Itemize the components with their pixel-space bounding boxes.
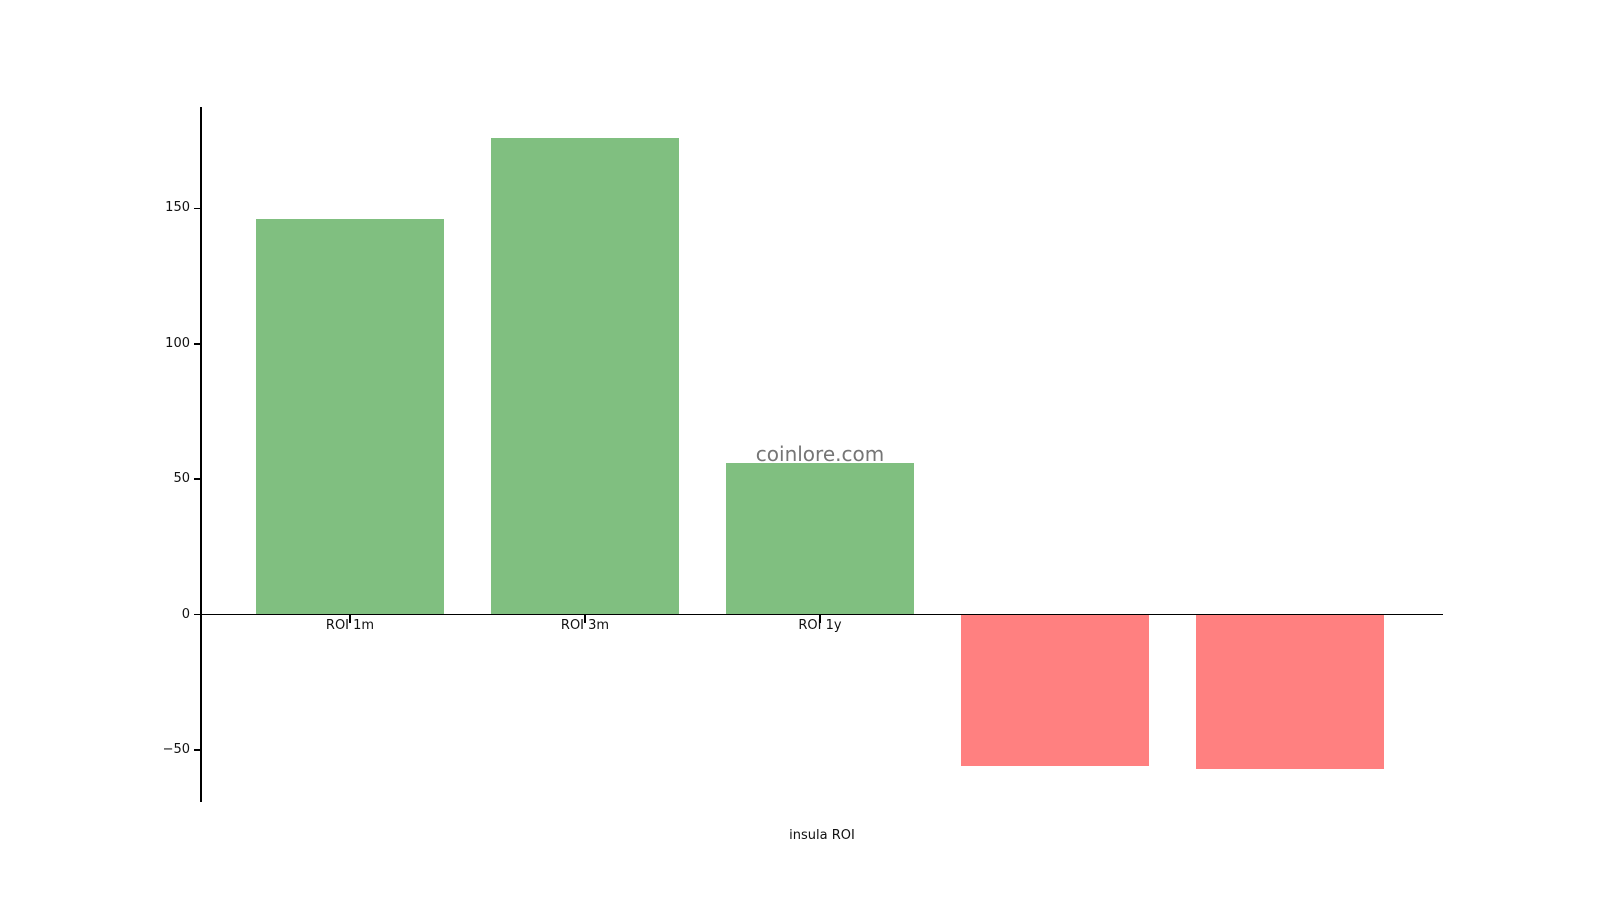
y-tick-label: 0	[181, 606, 190, 622]
y-axis-spine	[200, 107, 202, 802]
y-tick-label: 100	[165, 335, 190, 351]
x-tick-label: ROI 1y	[798, 618, 842, 633]
bar-roi-3m	[491, 138, 679, 615]
y-tick-mark	[193, 749, 201, 751]
x-axis-title: insula ROI	[789, 828, 855, 843]
bar-unlabeled-4	[961, 614, 1149, 767]
y-tick-mark	[193, 207, 201, 210]
x-tick-mark	[819, 614, 821, 623]
y-tick-label: 50	[173, 471, 190, 487]
x-tick-label: ROI 3m	[560, 618, 610, 633]
x-axis-zero-line	[201, 613, 1443, 615]
bar-roi-1y	[726, 462, 914, 615]
y-tick-label: −50	[162, 741, 190, 757]
bar-roi-1m	[256, 219, 444, 615]
x-tick-mark	[584, 614, 586, 623]
y-tick-mark	[193, 343, 201, 345]
x-tick-label: ROI 1m	[325, 618, 375, 633]
y-tick-mark	[193, 613, 201, 616]
bar-unlabeled-5	[1196, 614, 1384, 769]
watermark-text: coinlore.com	[755, 442, 885, 466]
y-tick-label: 150	[165, 200, 190, 216]
x-tick-mark	[349, 614, 351, 623]
y-tick-mark	[193, 478, 201, 480]
